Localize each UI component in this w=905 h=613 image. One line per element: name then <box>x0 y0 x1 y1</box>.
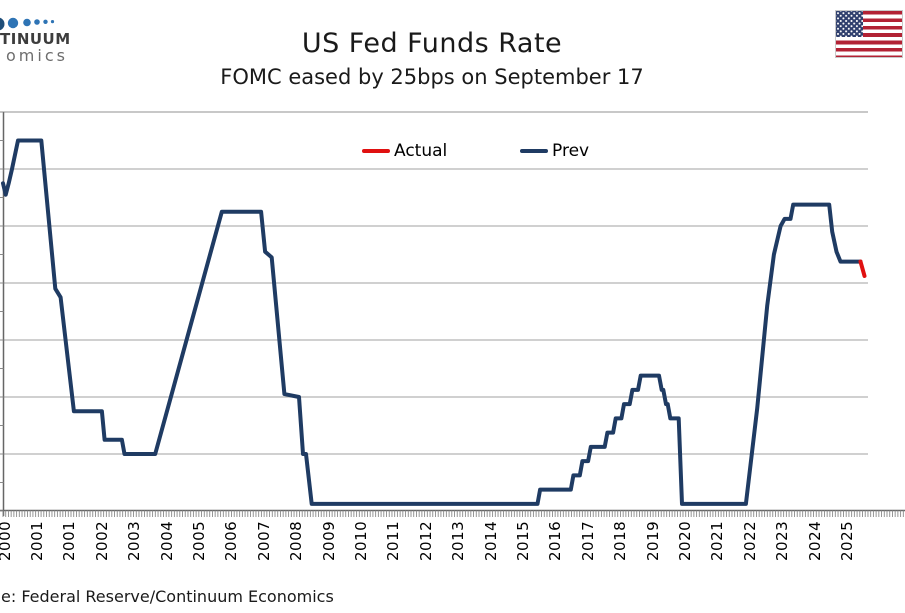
x-axis-label: 2007 <box>254 521 273 562</box>
x-axis-label: 2021 <box>708 521 727 562</box>
x-axis-label: 2006 <box>222 521 241 562</box>
x-axis-label: 2001 <box>27 521 46 562</box>
x-axis-label: 2012 <box>416 521 435 562</box>
x-axis-label: 2014 <box>481 521 500 562</box>
us-flag-icon <box>835 10 903 58</box>
x-axis-label: 2018 <box>611 521 630 562</box>
x-axis-label: 2004 <box>157 521 176 562</box>
axis-ticks <box>0 111 904 517</box>
x-axis-label: 2024 <box>805 521 824 562</box>
x-axis-label: 2015 <box>513 521 532 562</box>
logo-text-bottom: omics <box>6 46 68 65</box>
logo-text-top: TINUUM <box>0 30 70 48</box>
prev-legend-label: Prev <box>552 141 590 161</box>
x-axis-label: 2010 <box>351 521 370 562</box>
continuum-logo: TINUUM omics <box>0 8 70 68</box>
actual-line <box>858 259 867 278</box>
x-axis-label: 2002 <box>92 521 111 562</box>
prev-legend-swatch <box>520 149 548 153</box>
logo-dots-icon <box>0 17 55 31</box>
legend-item-prev: Prev <box>520 141 589 161</box>
x-axis-label: 2020 <box>675 521 694 562</box>
x-axis-label: 2017 <box>578 521 597 562</box>
x-axis-label: 2019 <box>643 521 662 562</box>
x-axis-label: 2000 <box>0 521 14 562</box>
x-axis-label: 2009 <box>319 521 338 562</box>
x-axis-label: 2001 <box>60 521 79 562</box>
x-axis-label: 2016 <box>546 521 565 562</box>
source-text: e: Federal Reserve/Continuum Economics <box>1 587 334 606</box>
page-title: US Fed Funds Rate <box>301 28 563 59</box>
chart-subtitle: FOMC eased by 25bps on September 17 <box>220 65 644 89</box>
x-axis-label: 2005 <box>189 521 208 562</box>
x-axis-label: 2025 <box>837 521 856 562</box>
x-axis-label: 2008 <box>287 521 306 562</box>
actual-legend-label: Actual <box>394 141 448 161</box>
actual-legend-swatch <box>362 149 390 153</box>
chart-header: US Fed Funds Rate FOMC eased by 25bps on… <box>0 28 864 89</box>
x-axis-label: 2023 <box>773 521 792 562</box>
prev-line <box>1 138 863 506</box>
x-axis-label: 2013 <box>449 521 468 562</box>
x-axis-label: 2022 <box>740 521 759 562</box>
us-flag-canton <box>836 11 863 37</box>
x-axis-label: 2011 <box>384 521 403 562</box>
legend-item-actual: Actual <box>362 141 447 161</box>
gridlines <box>0 111 905 516</box>
x-axis-label: 2003 <box>125 521 144 562</box>
